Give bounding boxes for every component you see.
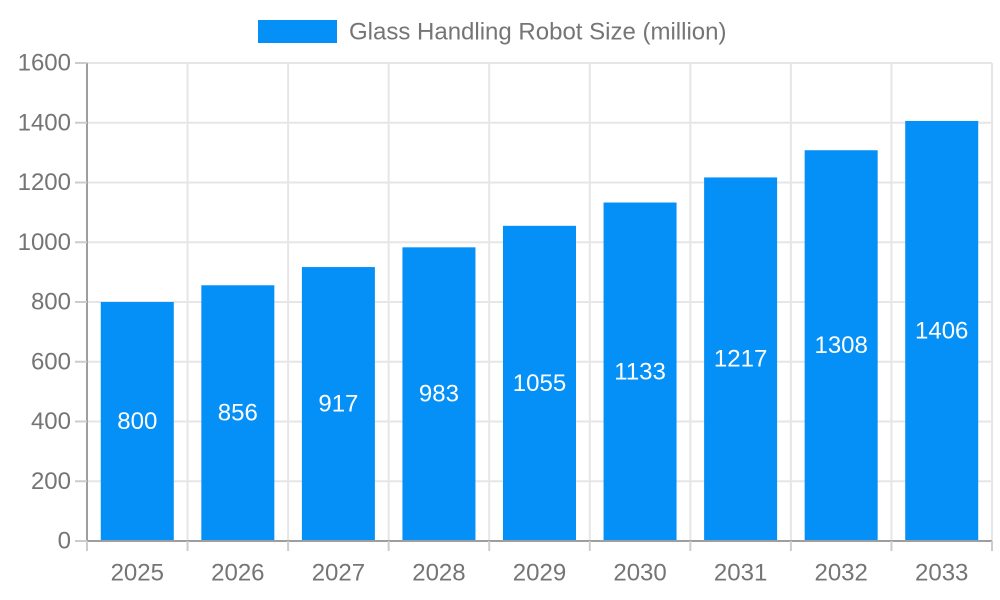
bar-value-label: 1217 [714,346,767,373]
y-tick-label: 0 [58,528,71,555]
bar-2032[interactable] [804,150,878,542]
bar-value-label: 917 [318,391,358,418]
bar-2033[interactable] [905,120,979,542]
bar-2031[interactable] [704,177,778,541]
legend[interactable]: Glass Handling Robot Size (million) [258,19,726,46]
bar-value-label: 1055 [513,370,566,397]
y-tick-label: 1600 [18,50,71,77]
x-tick-label: 2030 [613,560,666,587]
legend-label[interactable]: Glass Handling Robot Size (million) [349,19,726,46]
bar-value-label: 800 [117,408,157,435]
x-tick-label: 2032 [814,560,867,587]
bar-value-label: 1406 [915,317,968,344]
bar-2027[interactable] [301,267,375,541]
bar-2025[interactable] [100,302,174,541]
y-tick-label: 800 [31,289,71,316]
bar-2029[interactable] [503,225,576,541]
legend-swatch[interactable] [258,20,337,43]
x-tick-label: 2029 [513,560,566,587]
bar-value-label: 856 [218,400,258,427]
y-tick-label: 1200 [18,169,71,196]
bar-2030[interactable] [603,202,677,542]
bar-value-label: 983 [419,381,459,408]
x-tick-label: 2028 [412,560,465,587]
y-tick-label: 1000 [18,229,71,256]
x-tick-label: 2026 [211,560,264,587]
plot-area: 800 856 917 983 1055 1133 1217 1308 1406 0 200 400 6… [18,50,993,587]
bar-value-label: 1133 [614,358,666,385]
bar-2026[interactable] [201,285,275,541]
x-tick-label: 2025 [111,560,164,587]
bar-value-label: 1308 [814,332,867,359]
y-tick-label: 600 [31,348,71,375]
x-tick-label: 2033 [915,560,968,587]
y-tick-label: 400 [31,408,71,435]
y-tick-label: 1400 [18,109,71,136]
y-tick-label: 200 [31,468,71,495]
x-tick-label: 2031 [714,560,767,587]
bar-2028[interactable] [402,247,476,542]
x-tick-label: 2027 [312,560,365,587]
